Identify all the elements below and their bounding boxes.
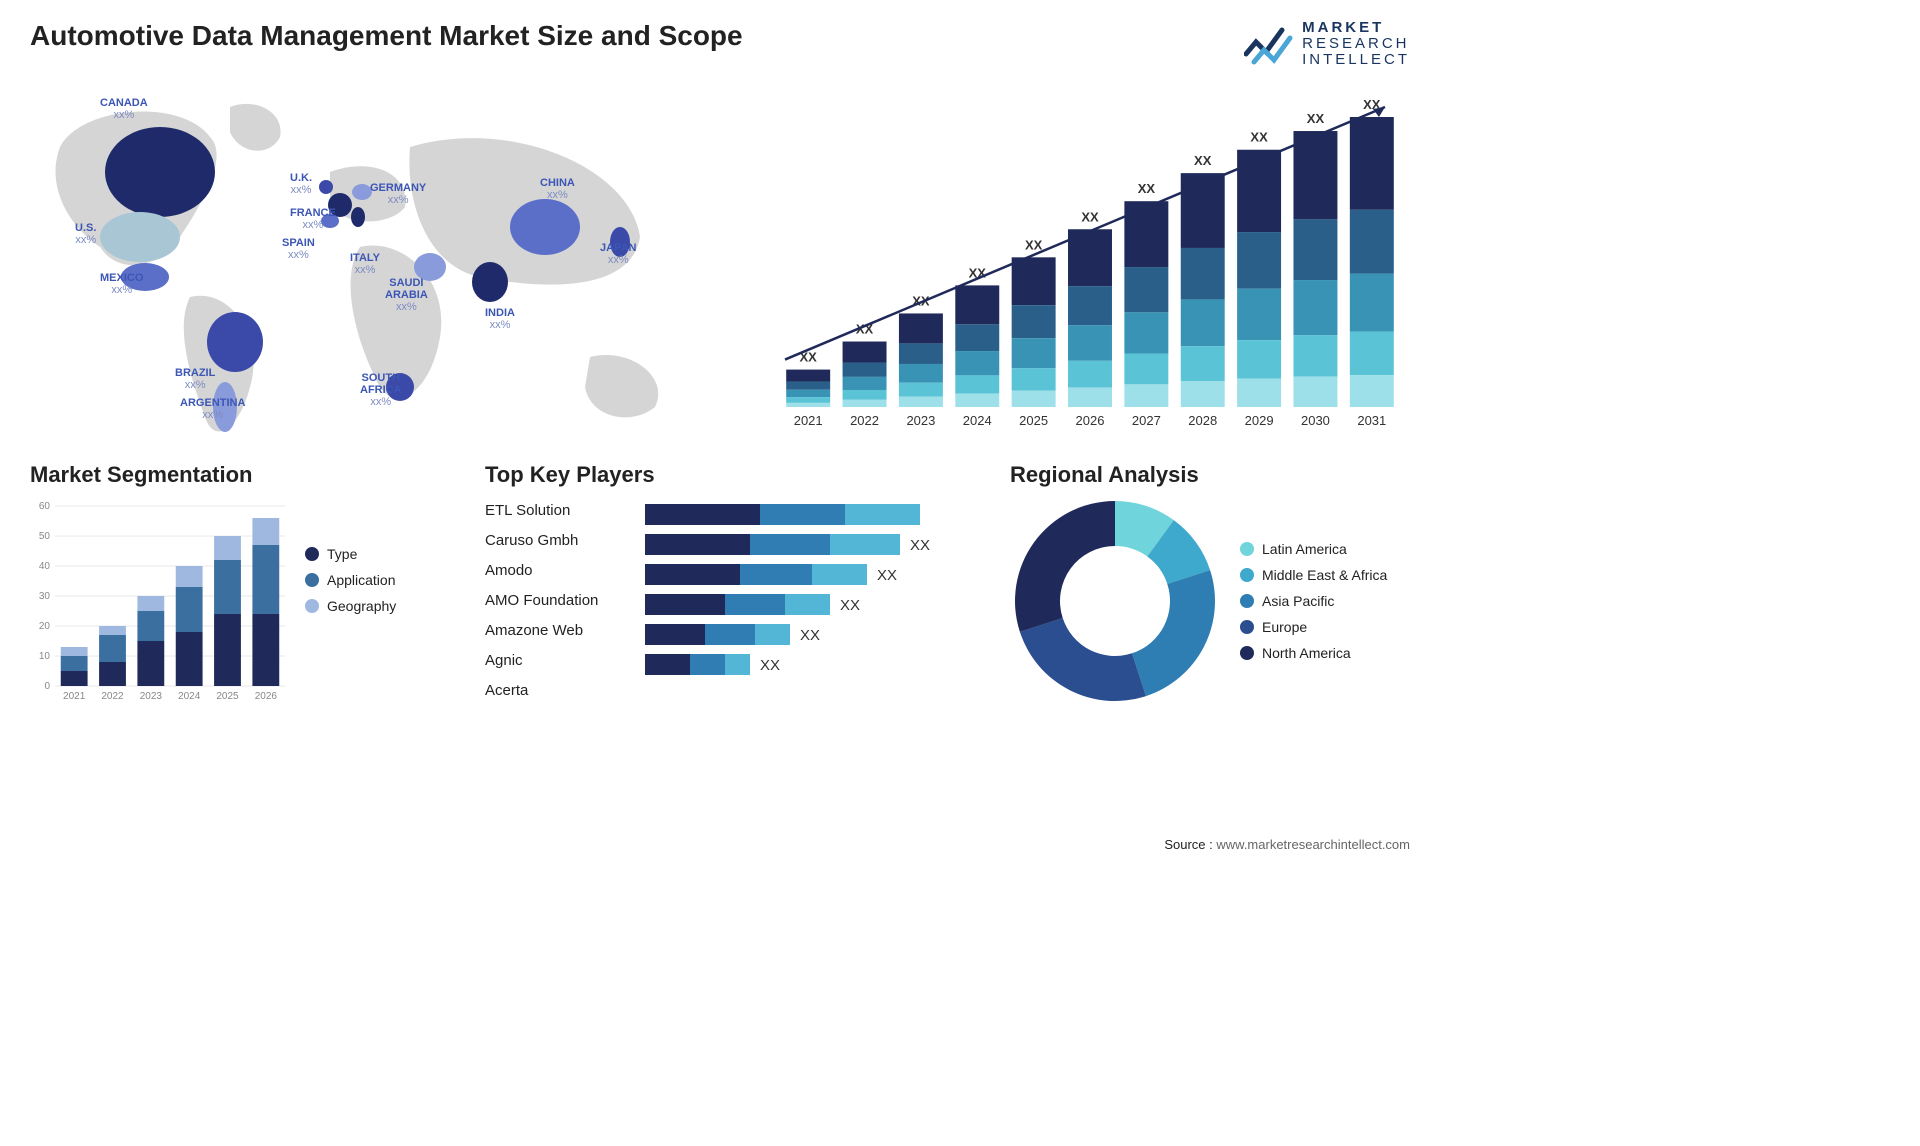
segmentation-title: Market Segmentation [30, 462, 460, 488]
svg-text:10: 10 [39, 651, 51, 662]
seg-legend-application: Application [305, 572, 396, 588]
regional-legend-north-america: North America [1240, 645, 1387, 661]
svg-text:0: 0 [44, 681, 50, 692]
regional-legend-asia-pacific: Asia Pacific [1240, 593, 1387, 609]
svg-text:2028: 2028 [1188, 413, 1217, 428]
svg-text:XX: XX [1250, 130, 1268, 145]
svg-text:XX: XX [1081, 210, 1099, 225]
map-label-france: FRANCExx% [290, 207, 336, 231]
svg-text:2022: 2022 [101, 691, 124, 702]
svg-text:2021: 2021 [794, 413, 823, 428]
svg-text:30: 30 [39, 591, 51, 602]
players-panel: Top Key Players ETL SolutionCaruso GmbhA… [485, 462, 985, 706]
svg-text:XX: XX [760, 657, 780, 674]
svg-text:XX: XX [840, 597, 860, 614]
svg-text:50: 50 [39, 531, 51, 542]
world-map-panel: CANADAxx% U.S.xx% MEXICOxx% BRAZILxx% ARGENT… [30, 77, 740, 437]
svg-text:2024: 2024 [963, 413, 992, 428]
svg-text:2030: 2030 [1301, 413, 1330, 428]
logo-line1: MARKET [1302, 20, 1410, 36]
svg-text:XX: XX [910, 537, 930, 554]
seg-legend-geography: Geography [305, 598, 396, 614]
svg-text:20: 20 [39, 621, 51, 632]
svg-text:2023: 2023 [140, 691, 163, 702]
logo-icon [1244, 22, 1294, 66]
map-label-canada: CANADAxx% [100, 97, 148, 121]
regional-donut-chart [1010, 496, 1220, 706]
map-label-mexico: MEXICOxx% [100, 272, 143, 296]
players-hbar-chart: XX XX XX XX XX [645, 496, 965, 706]
logo-line2: RESEARCH [1302, 36, 1410, 52]
svg-text:40: 40 [39, 561, 51, 572]
segmentation-legend: Type Application Geography [305, 496, 396, 706]
svg-text:2025: 2025 [1019, 413, 1048, 428]
page-title: Automotive Data Management Market Size a… [30, 20, 743, 52]
player-name: ETL Solution [485, 496, 635, 526]
player-name: Amodo [485, 556, 635, 586]
svg-text:XX: XX [1194, 153, 1212, 168]
regional-legend-latin-america: Latin America [1240, 541, 1387, 557]
segmentation-bar-chart: 0 10 20 30 40 50 60 2021 2022 2023 2024 2025 2026 [30, 496, 290, 706]
svg-text:XX: XX [877, 567, 897, 584]
svg-text:XX: XX [1025, 238, 1043, 253]
map-label-japan: JAPANxx% [600, 242, 636, 266]
map-label-brazil: BRAZILxx% [175, 367, 215, 391]
svg-text:2024: 2024 [178, 691, 201, 702]
player-name: Caruso Gmbh [485, 526, 635, 556]
map-label-saudi-arabia: SAUDIARABIAxx% [385, 277, 428, 313]
players-title: Top Key Players [485, 462, 985, 488]
map-label-south-africa: SOUTHAFRICAxx% [360, 372, 402, 408]
svg-text:2027: 2027 [1132, 413, 1161, 428]
regional-panel: Regional Analysis Latin America Middle Ea… [1010, 462, 1410, 706]
svg-text:2026: 2026 [255, 691, 278, 702]
svg-text:2022: 2022 [850, 413, 879, 428]
player-name: Agnic [485, 646, 635, 676]
regional-legend-middle-east---africa: Middle East & Africa [1240, 567, 1387, 583]
source-label: Source : [1164, 837, 1212, 852]
map-label-u-k-: U.K.xx% [290, 172, 312, 196]
svg-text:2021: 2021 [63, 691, 86, 702]
svg-text:2029: 2029 [1245, 413, 1274, 428]
growth-chart-panel: 2021 XX 2022 XX 2023 XX 2024 XX 2025 XX 2026 XX 2027… [770, 77, 1410, 437]
svg-text:XX: XX [1307, 111, 1325, 126]
map-label-argentina: ARGENTINAxx% [180, 397, 245, 421]
regional-legend: Latin America Middle East & Africa Asia Pa… [1240, 531, 1387, 671]
svg-text:2031: 2031 [1357, 413, 1386, 428]
player-name: AMO Foundation [485, 586, 635, 616]
svg-text:60: 60 [39, 501, 51, 512]
map-label-u-s-: U.S.xx% [75, 222, 96, 246]
map-label-india: INDIAxx% [485, 307, 515, 331]
source-url: www.marketresearchintellect.com [1216, 837, 1410, 852]
seg-legend-type: Type [305, 546, 396, 562]
svg-text:2023: 2023 [906, 413, 935, 428]
map-label-germany: GERMANYxx% [370, 182, 426, 206]
map-label-spain: SPAINxx% [282, 237, 315, 261]
players-name-list: ETL SolutionCaruso GmbhAmodoAMO Foundati… [485, 496, 635, 706]
player-name: Acerta [485, 676, 635, 706]
source-line: Source : www.marketresearchintellect.com [1164, 837, 1410, 852]
map-label-italy: ITALYxx% [350, 252, 380, 276]
player-name: Amazone Web [485, 616, 635, 646]
svg-text:2025: 2025 [216, 691, 239, 702]
map-label-china: CHINAxx% [540, 177, 575, 201]
segmentation-panel: Market Segmentation 0 10 20 30 40 50 60 2021 202… [30, 462, 460, 706]
growth-bar-chart: 2021 XX 2022 XX 2023 XX 2024 XX 2025 XX 2026 XX 2027… [770, 77, 1410, 437]
brand-logo: MARKET RESEARCH INTELLECT [1244, 20, 1410, 67]
svg-text:XX: XX [1138, 181, 1156, 196]
svg-text:2026: 2026 [1076, 413, 1105, 428]
regional-legend-europe: Europe [1240, 619, 1387, 635]
regional-title: Regional Analysis [1010, 462, 1410, 488]
svg-text:XX: XX [800, 627, 820, 644]
logo-line3: INTELLECT [1302, 52, 1410, 68]
